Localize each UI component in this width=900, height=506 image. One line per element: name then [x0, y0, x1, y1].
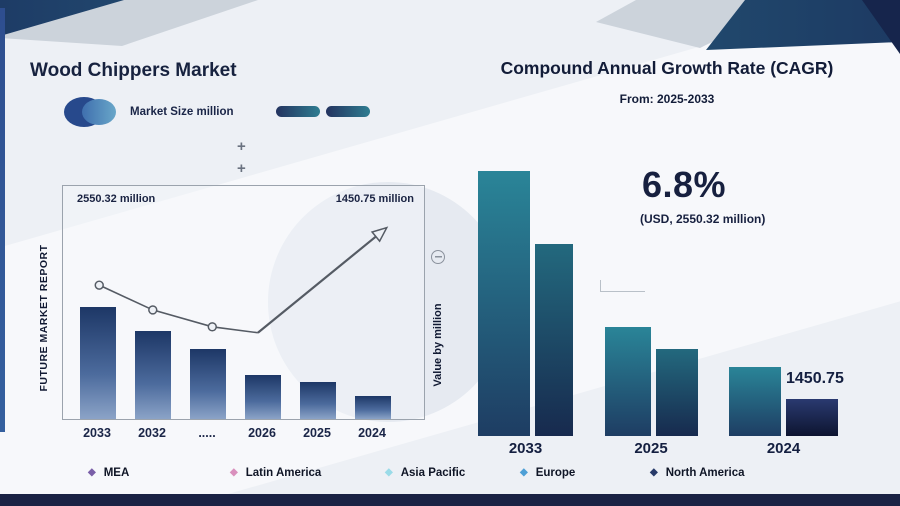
left-chart-bar [355, 396, 391, 419]
left-chart-bar [300, 382, 336, 419]
left-x-label: ..... [198, 426, 216, 440]
left-chart-area: 2550.32 million 1450.75 million [62, 185, 425, 420]
trend-line-arrow [94, 226, 389, 334]
plus-icon: + [237, 160, 246, 177]
right-chart-title: Compound Annual Growth Rate (CAGR) [500, 58, 834, 78]
right-bar-group: 2024 [729, 367, 838, 458]
right-bars-pair [478, 171, 573, 436]
footer-bar [0, 494, 900, 506]
legend-item: ◆ North America [650, 467, 745, 479]
right-bar-group: 2033 [478, 171, 573, 458]
left-edge-strip [0, 8, 5, 432]
legend-label: Latin America [245, 467, 322, 479]
legend-diamond-icon: ◆ [88, 467, 96, 478]
right-bars: 2033 2025 2024 [478, 171, 838, 458]
legend-label: North America [665, 467, 745, 479]
legend-label: Asia Pacific [400, 467, 466, 479]
left-x-label: 2024 [358, 426, 386, 440]
right-bars-pair [604, 327, 698, 436]
legend-diamond-icon: ◆ [230, 467, 238, 478]
left-x-labels: 2033 2032..... 2026 2025 2024 [62, 426, 425, 440]
pill-decoration-1 [276, 106, 320, 117]
plus-icon: + [237, 138, 246, 155]
legend-item: ◆ Asia Pacific [385, 467, 465, 479]
legend-label: MEA [103, 467, 130, 479]
cagr-note: (USD, 2550.32 million) [640, 212, 766, 226]
pill-decoration-2 [326, 106, 370, 117]
legend-item: ◆ Europe [520, 467, 575, 479]
market-size-icon [64, 95, 120, 129]
market-size-label: Market Size million [130, 106, 234, 118]
right-chart-bar [729, 367, 781, 436]
right-chart-bar [604, 327, 651, 436]
market-size-row: Market Size million [64, 94, 234, 130]
cagr-value: 6.8% [642, 164, 727, 205]
right-x-label: 2024 [766, 440, 801, 457]
left-chart-title: Wood Chippers Market [30, 60, 237, 81]
legend-diamond-icon: ◆ [520, 467, 528, 478]
left-x-label: 2032 [138, 426, 166, 440]
legend-label: Europe [535, 467, 576, 479]
left-chart-bar [245, 375, 281, 419]
left-x-label: 2026 [248, 426, 276, 440]
legend-item: ◆ Latin America [230, 467, 321, 479]
left-chart-bar [190, 349, 226, 419]
left-chart-bar [80, 307, 116, 419]
left-bars [80, 307, 391, 419]
right-x-label: 2033 [508, 440, 543, 457]
left-chart-bar [135, 331, 171, 419]
value-label-2024: 1450.75 [786, 370, 844, 387]
right-bars-pair [729, 367, 838, 436]
right-chart-bar [786, 399, 838, 436]
right-x-label: 2025 [634, 440, 668, 457]
annotation-top-right: 1450.75 million [335, 193, 414, 205]
minus-circle-icon [431, 250, 445, 264]
right-chart-subtitle: From: 2025-2033 [619, 92, 715, 106]
right-chart-bar [478, 171, 530, 436]
right-chart-bar [655, 349, 698, 436]
left-x-label: 2025 [303, 426, 331, 440]
right-chart-bar [535, 244, 573, 436]
right-bar-group: 2025 [604, 327, 698, 458]
legend-item: ◆ MEA [88, 467, 129, 479]
step-line-decoration [600, 280, 645, 292]
legend-diamond-icon: ◆ [650, 467, 658, 478]
legend-diamond-icon: ◆ [385, 467, 393, 478]
left-x-label: 2033 [83, 426, 111, 440]
annotation-top-left: 2550.32 million [77, 193, 156, 205]
